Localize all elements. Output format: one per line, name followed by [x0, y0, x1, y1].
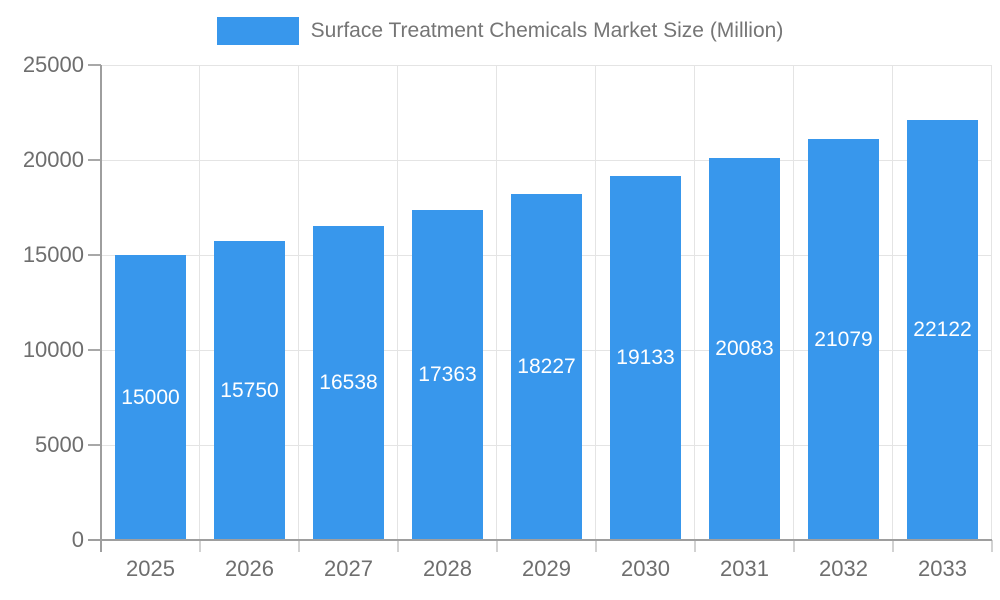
y-axis-label: 25000 — [22, 52, 84, 77]
x-axis-tick — [199, 540, 201, 552]
bar-2033: 22122 — [907, 120, 978, 540]
x-axis-tick — [595, 540, 597, 552]
x-axis-tick — [793, 540, 795, 552]
y-gridline — [101, 65, 992, 66]
x-axis-tick — [892, 540, 894, 552]
x-gridline — [595, 65, 596, 540]
y-gridline — [101, 160, 992, 161]
bar-value-label: 15750 — [220, 378, 279, 402]
bar-2029: 18227 — [511, 194, 582, 540]
bar-2027: 16538 — [313, 226, 384, 540]
x-gridline — [298, 65, 299, 540]
x-gridline — [793, 65, 794, 540]
x-axis-label-2026: 2026 — [225, 556, 274, 581]
x-axis-tick — [298, 540, 300, 552]
x-axis-label-2028: 2028 — [423, 556, 472, 581]
x-gridline — [694, 65, 695, 540]
x-axis-line — [88, 539, 992, 541]
bar-2031: 20083 — [709, 158, 780, 540]
x-axis-label-2027: 2027 — [324, 556, 373, 581]
bar-value-label: 19133 — [616, 346, 675, 369]
y-axis-tick — [88, 444, 101, 446]
x-axis-label-2033: 2033 — [918, 556, 967, 581]
x-axis-label-2029: 2029 — [522, 556, 571, 581]
bar-2026: 15750 — [214, 241, 285, 540]
x-gridline — [397, 65, 398, 540]
x-gridline — [892, 65, 893, 540]
bar-value-label: 17363 — [418, 363, 477, 386]
bar-value-label: 15000 — [121, 385, 180, 409]
x-gridline — [991, 65, 992, 540]
bar-value-label: 18227 — [517, 355, 576, 378]
x-axis-tick — [694, 540, 696, 552]
x-axis-label-2032: 2032 — [819, 556, 868, 581]
y-axis-tick — [88, 64, 101, 66]
bar-value-label: 20083 — [715, 337, 774, 360]
bar-value-label: 22122 — [913, 318, 972, 341]
x-gridline — [199, 65, 200, 540]
y-axis-label: 15000 — [22, 242, 84, 267]
x-axis-tick — [991, 540, 993, 552]
x-axis-tick — [397, 540, 399, 552]
y-axis-label: 20000 — [22, 147, 84, 172]
y-axis-tick — [88, 159, 101, 161]
chart-legend: Surface Treatment Chemicals Market Size … — [0, 14, 1000, 48]
bar-value-label: 16538 — [319, 371, 378, 394]
y-axis-label: 5000 — [35, 432, 84, 457]
y-axis-label: 10000 — [22, 337, 84, 362]
bar-2032: 21079 — [808, 139, 879, 540]
y-axis-tick — [88, 254, 101, 256]
y-axis-line — [100, 65, 102, 552]
y-axis-tick — [88, 349, 101, 351]
bar-2025: 15000 — [115, 255, 186, 540]
x-axis-label-2030: 2030 — [621, 556, 670, 581]
x-gridline — [496, 65, 497, 540]
legend-series-label[interactable]: Surface Treatment Chemicals Market Size … — [310, 19, 784, 42]
plot-area: 15000 15750 16538 17363 18227 19133 20083 21079… — [101, 65, 992, 540]
x-axis-label-2031: 2031 — [720, 556, 769, 581]
bar-2030: 19133 — [610, 176, 681, 540]
bar-value-label: 21079 — [814, 327, 873, 351]
legend-swatch[interactable] — [216, 17, 299, 45]
y-axis-label: 0 — [71, 527, 84, 552]
x-axis-label-2025: 2025 — [126, 556, 175, 581]
x-axis-tick — [496, 540, 498, 552]
bar-2028: 17363 — [412, 210, 483, 540]
